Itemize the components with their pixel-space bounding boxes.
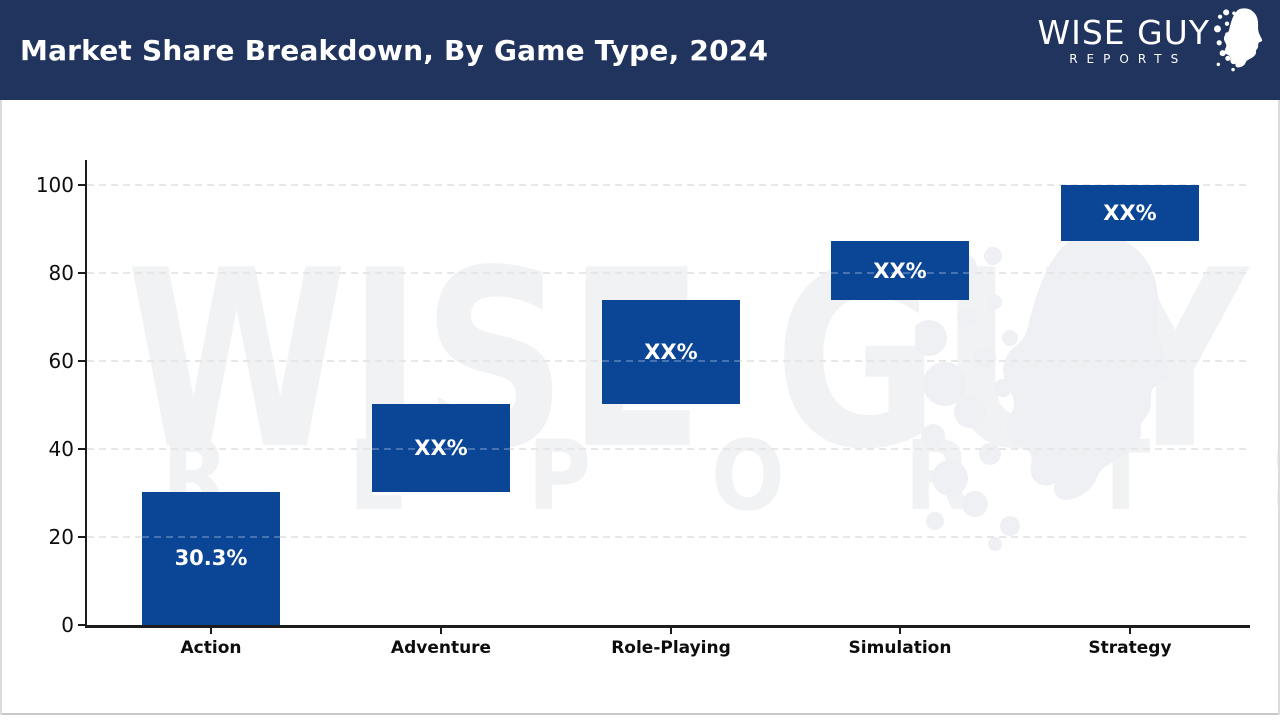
gridline-overlay bbox=[831, 272, 969, 274]
logo-subtitle: REPORTS bbox=[1069, 51, 1188, 66]
frame-bottom-border bbox=[0, 713, 1280, 715]
chart-title: Market Share Breakdown, By Game Type, 20… bbox=[20, 33, 769, 67]
logo-wordmark: WISE GUY REPORTS bbox=[1037, 16, 1210, 66]
y-tick-label: 40 bbox=[48, 437, 74, 461]
wiseguy-logo: WISE GUY REPORTS bbox=[1037, 6, 1266, 76]
bar-value-label: XX% bbox=[1103, 200, 1157, 225]
bar-simulation: XX% bbox=[831, 240, 969, 301]
category-label-role-playing: Role-Playing bbox=[611, 638, 731, 658]
x-axis bbox=[85, 625, 1250, 628]
y-tick-label: 20 bbox=[48, 525, 74, 549]
frame-left-border bbox=[0, 100, 2, 715]
y-tick-mark bbox=[78, 272, 85, 274]
y-tick-mark bbox=[78, 536, 85, 538]
bar-value-label: 30.3% bbox=[174, 546, 248, 571]
logo-head-icon bbox=[1214, 8, 1263, 72]
category-label-adventure: Adventure bbox=[390, 638, 492, 658]
gridline-40 bbox=[87, 448, 1250, 450]
gridline-overlay bbox=[142, 535, 280, 538]
bar-value-label: XX% bbox=[873, 258, 927, 283]
x-tick-mark bbox=[440, 628, 442, 634]
app-header: Market Share Breakdown, By Game Type, 20… bbox=[0, 0, 1280, 100]
category-label-strategy: Strategy bbox=[1088, 638, 1172, 658]
x-tick-mark bbox=[1129, 628, 1131, 634]
bar-role-playing: XX% bbox=[602, 300, 740, 405]
bar-value-label: XX% bbox=[414, 435, 468, 460]
bar-action: 30.3% bbox=[142, 491, 280, 625]
gridline-overlay bbox=[372, 447, 510, 450]
logo-title: WISE GUY bbox=[1037, 13, 1210, 53]
gridline-80 bbox=[87, 272, 1250, 274]
y-tick-mark bbox=[78, 184, 85, 186]
gridline-20 bbox=[87, 536, 1250, 538]
y-tick-label: 80 bbox=[48, 261, 74, 285]
category-label-simulation: Simulation bbox=[848, 638, 952, 658]
bar-strategy: XX% bbox=[1061, 185, 1199, 241]
x-tick-mark bbox=[670, 628, 672, 634]
category-label-action: Action bbox=[180, 638, 242, 658]
y-tick-mark bbox=[78, 624, 85, 626]
x-tick-mark bbox=[210, 628, 212, 634]
y-tick-mark bbox=[78, 360, 85, 362]
x-tick-mark bbox=[899, 628, 901, 634]
y-tick-label: 0 bbox=[61, 613, 74, 637]
y-tick-mark bbox=[78, 448, 85, 450]
y-tick-label: 60 bbox=[48, 349, 74, 373]
gridline-overlay bbox=[602, 359, 740, 362]
bar-adventure: XX% bbox=[372, 404, 510, 492]
bar-value-label: XX% bbox=[644, 340, 698, 365]
gridline-100 bbox=[87, 184, 1250, 186]
frame-right-border bbox=[1278, 100, 1280, 715]
y-axis bbox=[85, 160, 87, 627]
y-tick-label: 100 bbox=[35, 173, 74, 197]
